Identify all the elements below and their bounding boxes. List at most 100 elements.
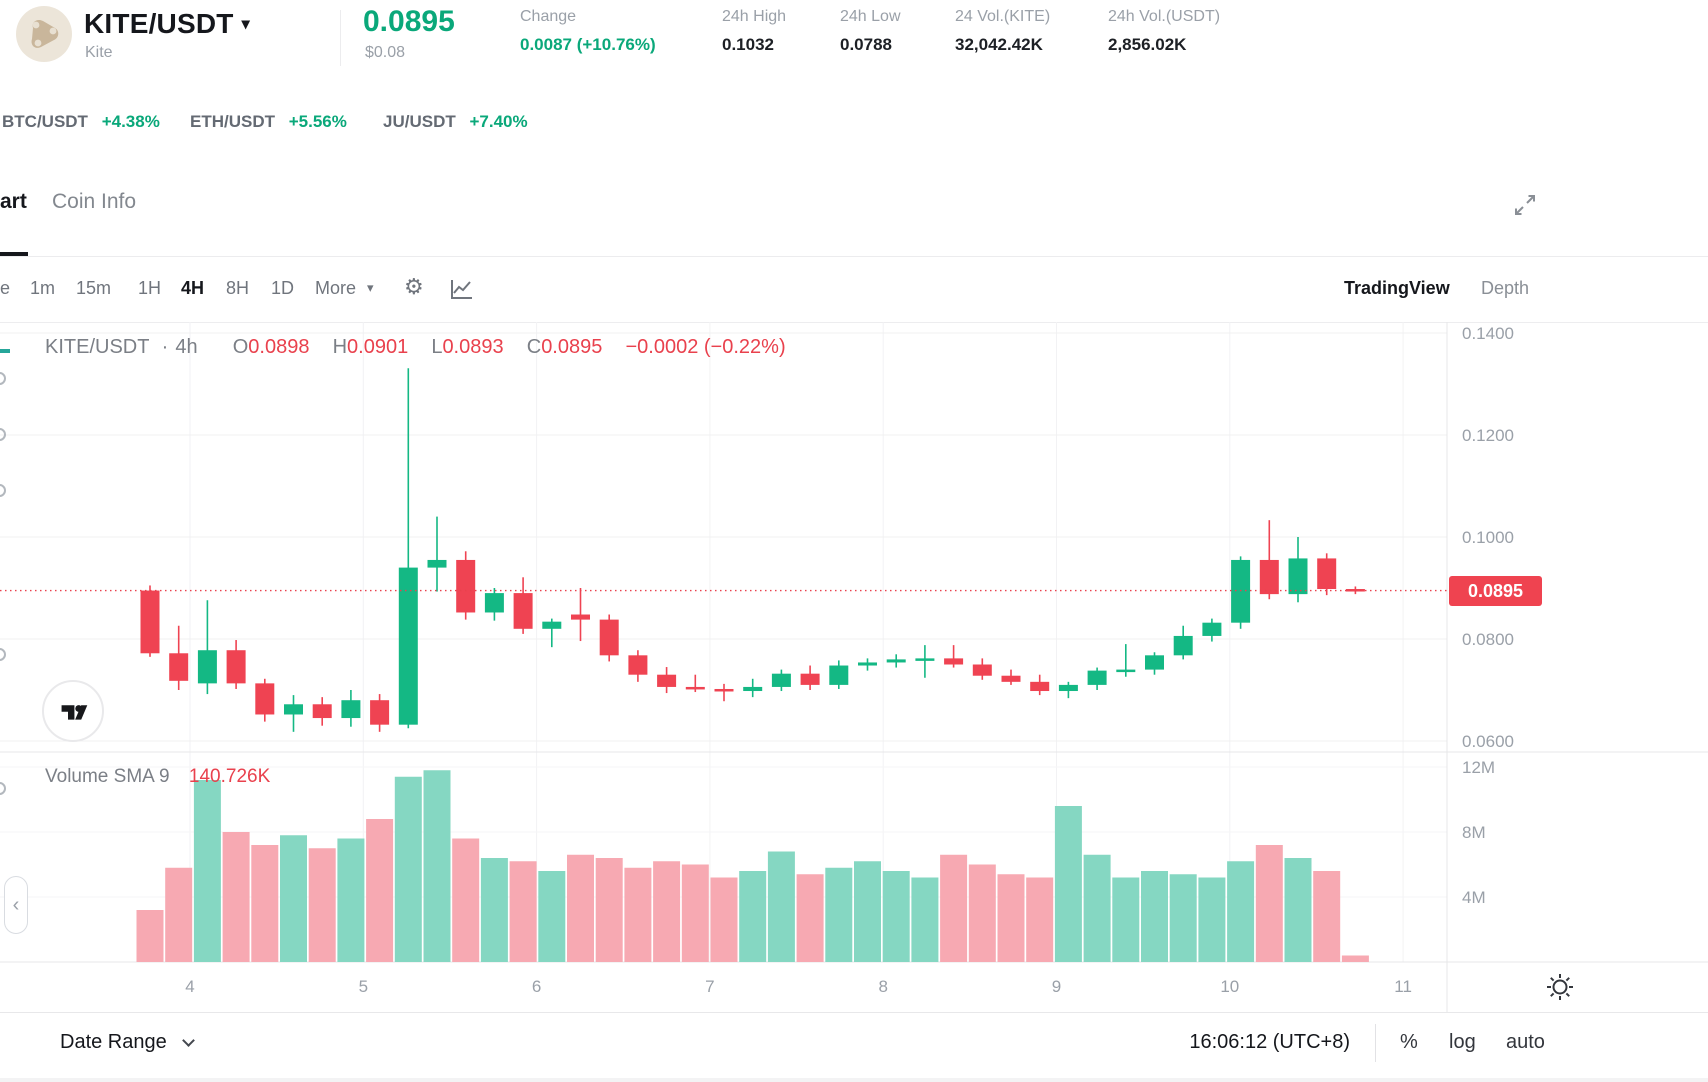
stat-vol-kite-value: 32,042.42K: [955, 35, 1043, 54]
svg-text:5: 5: [359, 977, 368, 996]
timeframe-time-partial[interactable]: e: [0, 278, 11, 298]
stat-change-label: Change: [520, 8, 577, 25]
ticker-btc-usdt[interactable]: BTC/USDT +4.38%: [2, 112, 160, 132]
legend-open-key: O: [232, 336, 249, 358]
left-toolbar-fragment[interactable]: [0, 648, 6, 661]
tab-chart-partial[interactable]: art: [0, 190, 27, 213]
ticker-change: +5.56%: [288, 112, 347, 131]
timeframe-8h[interactable]: 8H: [226, 278, 250, 298]
left-toolbar-fragment[interactable]: [0, 428, 6, 441]
line-chart-icon: [451, 280, 472, 299]
stat-low-label: 24h Low: [840, 8, 901, 25]
log-scale-button[interactable]: log: [1449, 1031, 1476, 1053]
svg-text:7: 7: [705, 977, 714, 996]
chart-settings-button[interactable]: ⚙: [404, 274, 424, 300]
ticker-pair: JU/USDT: [383, 112, 456, 131]
timeframe-15m[interactable]: 15m: [76, 278, 112, 298]
axis-theme-button[interactable]: [1544, 971, 1576, 1003]
timeframe-more-button[interactable]: More ▾: [315, 278, 374, 299]
ohlc-legend: KITE/USDT · 4h O0.0898 H0.0901 L0.0893 C0…: [45, 336, 786, 359]
svg-text:6: 6: [532, 977, 541, 996]
header-divider: [340, 10, 341, 66]
last-price-axis-tag: 0.0895: [1449, 576, 1542, 606]
svg-text:4: 4: [185, 977, 194, 996]
auto-scale-button[interactable]: auto: [1506, 1031, 1545, 1053]
chevron-down-icon: ▾: [241, 16, 250, 33]
left-toolbar-fragment[interactable]: [0, 782, 6, 795]
timeframe-4h[interactable]: 4H: [181, 278, 205, 298]
expand-chart-button[interactable]: [1512, 192, 1538, 218]
tab-coin-info[interactable]: Coin Info: [52, 190, 137, 213]
stat-high-label: 24h High: [722, 8, 787, 25]
timeframe-1d[interactable]: 1D: [271, 278, 295, 298]
legend-open-value: 0.0898: [248, 336, 310, 358]
legend-interval: 4h: [175, 336, 198, 358]
stat-vol-usdt-label: 24h Vol.(USDT): [1108, 8, 1221, 25]
time-axis[interactable]: 4 5 6 7 8 9 10 11: [185, 977, 1412, 996]
legend-low-value: 0.0893: [442, 336, 504, 358]
tabrow-border: [0, 256, 1708, 257]
ticker-change: +4.38%: [101, 112, 160, 131]
tradingview-watermark[interactable]: [42, 680, 104, 742]
kite-logo-icon: [31, 19, 59, 48]
legend-dot: ·: [161, 336, 169, 358]
ticker-pair: BTC/USDT: [2, 112, 88, 131]
stat-change: Change 0.0087 (+10.76%): [520, 8, 656, 55]
ticker-ju-usdt[interactable]: JU/USDT +7.40%: [383, 112, 528, 132]
pair-title: KITE/USDT: [84, 8, 234, 39]
svg-text:0.1000: 0.1000: [1462, 528, 1514, 547]
pair-selector[interactable]: KITE/USDT ▾: [84, 8, 250, 40]
svg-text:0.0600: 0.0600: [1462, 732, 1514, 751]
stat-vol-usdt: 24h Vol.(USDT) 2,856.02K: [1108, 8, 1220, 55]
svg-text:0.0800: 0.0800: [1462, 630, 1514, 649]
bottombar-divider: [1375, 1024, 1376, 1062]
legend-symbol: KITE/USDT: [45, 336, 150, 358]
left-toolbar-fragment[interactable]: [0, 372, 6, 385]
chart-gridlines: [0, 322, 1447, 962]
price-axis[interactable]: 0.1400 0.1200 0.1000 0.0800 0.0600 12M 8M 4M: [1462, 324, 1514, 907]
legend-close-value: 0.0895: [541, 336, 603, 358]
clock-timezone[interactable]: 16:06:12 (UTC+8): [1189, 1031, 1350, 1053]
timeframe-1h[interactable]: 1H: [138, 278, 162, 298]
bottombar-border: [0, 1012, 1708, 1013]
legend-low-key: L: [431, 336, 443, 358]
ticker-pair: ETH/USDT: [190, 112, 275, 131]
stat-vol-usdt-value: 2,856.02K: [1108, 35, 1187, 54]
svg-text:10: 10: [1220, 977, 1239, 996]
stat-vol-kite: 24 Vol.(KITE) 32,042.42K: [955, 8, 1050, 55]
svg-text:11: 11: [1394, 977, 1412, 996]
volume-sma-label: Volume SMA 9: [45, 766, 170, 787]
stat-high-value: 0.1032: [722, 35, 774, 54]
timeframe-1m[interactable]: 1m: [30, 278, 56, 298]
view-depth-toggle[interactable]: Depth: [1481, 278, 1530, 298]
svg-text:8M: 8M: [1462, 823, 1486, 842]
chevron-down-icon: ▾: [367, 280, 374, 295]
pair-subtitle: Kite: [85, 44, 113, 61]
svg-text:0.1200: 0.1200: [1462, 426, 1514, 445]
indicators-button[interactable]: [450, 278, 474, 305]
view-tradingview-toggle[interactable]: TradingView: [1344, 278, 1450, 298]
date-range-label: Date Range: [60, 1031, 167, 1053]
candlestick-series: [140, 368, 1365, 732]
ticker-change: +7.40%: [469, 112, 528, 131]
volume-legend: Volume SMA 9 140.726K: [45, 766, 270, 788]
left-toolbar-active-indicator: [0, 349, 10, 353]
active-tab-underline: [0, 252, 28, 256]
percent-scale-button[interactable]: %: [1400, 1031, 1418, 1053]
chevron-left-icon: ‹: [12, 893, 20, 916]
svg-text:8: 8: [878, 977, 887, 996]
legend-high-value: 0.0901: [347, 336, 409, 358]
scroll-left-button[interactable]: ‹: [4, 876, 28, 934]
svg-text:4M: 4M: [1462, 888, 1486, 907]
more-label: More: [315, 278, 357, 298]
last-price: 0.0895: [363, 5, 455, 38]
legend-change: −0.0002 (−0.22%): [625, 336, 786, 358]
stat-change-value: 0.0087 (+10.76%): [520, 35, 656, 54]
tradingview-logo-icon: [61, 705, 88, 720]
bottom-strip: [0, 1078, 1708, 1082]
date-range-button[interactable]: Date Range: [60, 1031, 196, 1054]
left-toolbar-fragment[interactable]: [0, 484, 6, 497]
ticker-eth-usdt[interactable]: ETH/USDT +5.56%: [190, 112, 347, 132]
